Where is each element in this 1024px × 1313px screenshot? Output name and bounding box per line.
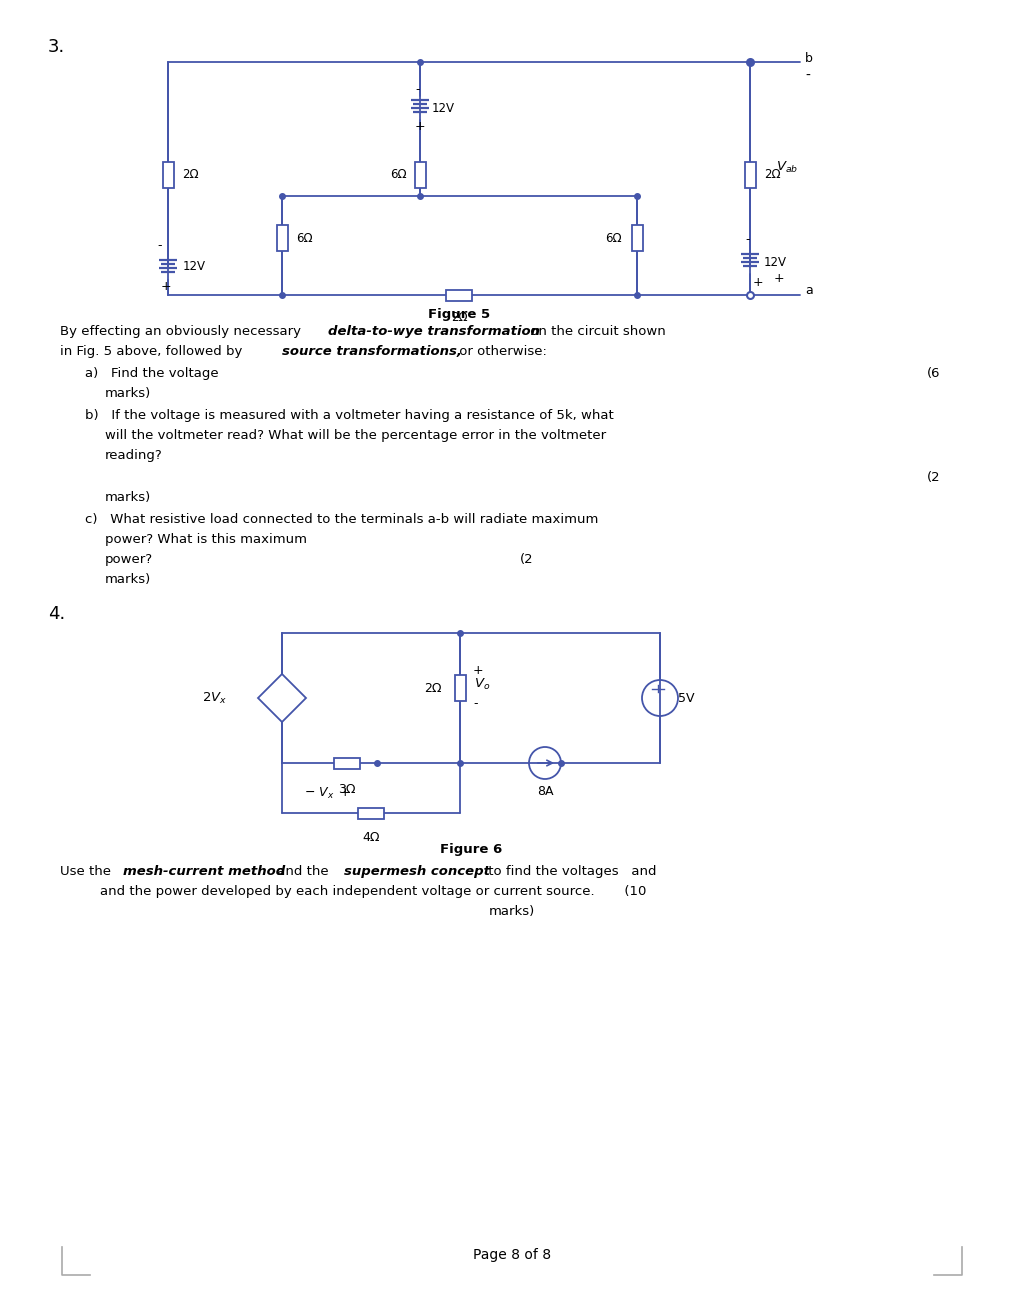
Text: (2: (2 (927, 471, 940, 484)
Text: 3Ω: 3Ω (338, 783, 355, 796)
Bar (358, 807, 384, 818)
Text: 2Ω: 2Ω (182, 168, 199, 181)
Text: $V_o$: $V_o$ (474, 676, 490, 692)
Text: b)   If the voltage is measured with a voltmeter having a resistance of 5k, what: b) If the voltage is measured with a vol… (85, 410, 613, 421)
Text: Figure 5: Figure 5 (428, 309, 490, 320)
Text: c)   What resistive load connected to the terminals a-b will radiate maximum: c) What resistive load connected to the … (85, 513, 598, 527)
Text: mesh-current method: mesh-current method (123, 865, 286, 878)
Text: Figure 6: Figure 6 (440, 843, 502, 856)
Text: and the power developed by each independent voltage or current source.       (10: and the power developed by each independ… (100, 885, 646, 898)
Text: power?: power? (105, 553, 154, 566)
Text: 8A: 8A (537, 785, 553, 798)
Text: 2Ω: 2Ω (451, 311, 467, 324)
Text: 6Ω: 6Ω (296, 231, 312, 244)
Text: 12V: 12V (432, 101, 455, 114)
Text: +: + (161, 280, 171, 293)
Text: 12V: 12V (183, 260, 206, 273)
Bar (632, 225, 642, 251)
Text: delta-to-wye transformation: delta-to-wye transformation (328, 326, 540, 337)
Text: 2Ω: 2Ω (424, 681, 441, 695)
Bar (744, 161, 756, 188)
Polygon shape (258, 674, 306, 722)
Text: -: - (158, 239, 162, 252)
Bar (163, 161, 173, 188)
Text: supermesh concept: supermesh concept (344, 865, 490, 878)
Text: marks): marks) (105, 491, 152, 504)
Text: 2Ω: 2Ω (764, 168, 780, 181)
Text: or otherwise:: or otherwise: (455, 345, 547, 358)
Bar (334, 758, 360, 768)
Text: power? What is this maximum: power? What is this maximum (105, 533, 307, 546)
Text: reading?: reading? (105, 449, 163, 462)
Text: +: + (753, 276, 763, 289)
Text: $2V_x$: $2V_x$ (202, 691, 227, 705)
Text: 12V: 12V (764, 256, 787, 268)
Text: +: + (473, 663, 483, 676)
Text: and the: and the (273, 865, 333, 878)
Text: a)   Find the voltage: a) Find the voltage (85, 368, 219, 379)
Text: (6: (6 (927, 368, 940, 379)
Text: $V_{ab}$: $V_{ab}$ (776, 159, 798, 175)
Text: 6Ω: 6Ω (390, 168, 407, 181)
Bar (415, 161, 426, 188)
Text: +: + (415, 119, 425, 133)
Text: marks): marks) (105, 572, 152, 586)
Text: in Fig. 5 above, followed by: in Fig. 5 above, followed by (60, 345, 247, 358)
Bar (446, 289, 472, 301)
Bar (276, 225, 288, 251)
Text: -: - (416, 84, 420, 96)
Text: 3.: 3. (48, 38, 66, 56)
Text: -: - (473, 697, 477, 710)
Text: 6Ω: 6Ω (605, 231, 622, 244)
Text: -: - (745, 234, 751, 247)
Text: Page 8 of 8: Page 8 of 8 (473, 1247, 551, 1262)
Text: marks): marks) (488, 905, 536, 918)
Bar (455, 675, 466, 701)
Text: marks): marks) (105, 387, 152, 400)
Text: By effecting an obviously necessary: By effecting an obviously necessary (60, 326, 305, 337)
Text: 4Ω: 4Ω (362, 831, 380, 844)
Text: a: a (805, 285, 813, 298)
Text: on the circuit shown: on the circuit shown (526, 326, 666, 337)
Text: (2: (2 (520, 553, 534, 566)
Text: $-\ V_x\ +$: $-\ V_x\ +$ (304, 785, 350, 801)
Text: Use the: Use the (60, 865, 116, 878)
Text: -: - (805, 70, 810, 83)
Text: 4.: 4. (48, 605, 66, 622)
Text: will the voltmeter read? What will be the percentage error in the voltmeter: will the voltmeter read? What will be th… (105, 429, 606, 442)
Text: to find the voltages   and: to find the voltages and (484, 865, 656, 878)
Text: source transformations,: source transformations, (282, 345, 462, 358)
Text: +: + (774, 273, 784, 285)
Text: b: b (805, 51, 813, 64)
Text: 5V: 5V (678, 692, 694, 705)
